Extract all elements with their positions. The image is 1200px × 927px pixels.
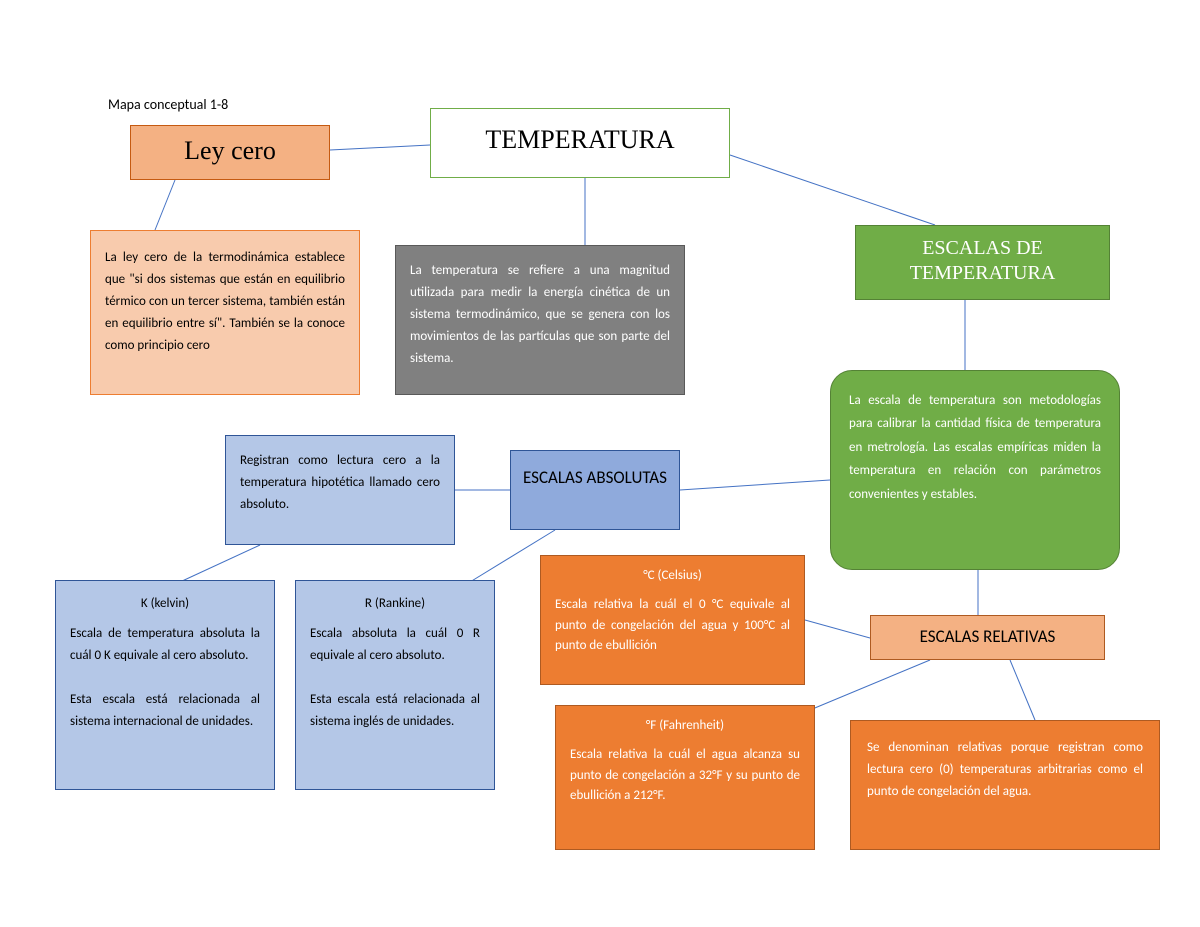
node-celsius: °C (Celsius) Escala relativa la cuál el 0… (540, 555, 805, 685)
node-rankine-label: Escala absoluta la cuál 0 R equivale al … (310, 623, 480, 733)
node-temperatura: TEMPERATURA (430, 108, 730, 178)
node-escalas_temp-label: ESCALAS DE TEMPERATURA (868, 236, 1097, 286)
node-ley_cero: Ley cero (130, 125, 330, 180)
node-temp_desc-label: La temperatura se refiere a una magnitud… (410, 260, 670, 370)
node-escalas_desc-label: La escala de temperatura son metodología… (849, 389, 1101, 506)
node-abs_desc: Registran como lectura cero a la tempera… (225, 435, 455, 545)
node-rankine: R (Rankine) Escala absoluta la cuál 0 R e… (295, 580, 495, 790)
node-escalas_temp: ESCALAS DE TEMPERATURA (855, 225, 1110, 300)
node-escalas_abs-label: ESCALAS ABSOLUTAS (521, 467, 669, 489)
node-ley_cero-label: Ley cero (139, 136, 321, 166)
node-rel_desc: Se denominan relativas porque registran … (850, 720, 1160, 850)
node-rel_desc-label: Se denominan relativas porque registran … (867, 737, 1143, 803)
node-fahrenheit-label: Escala relativa la cuál el agua alcanza … (570, 745, 800, 807)
node-fahrenheit: °F (Fahrenheit) Escala relativa la cuál e… (555, 705, 815, 850)
node-kelvin-title: K (kelvin) (70, 593, 260, 615)
node-ley_cero_desc-label: La ley cero de la termodinámica establec… (105, 247, 345, 357)
node-escalas_rel-label: ESCALAS RELATIVAS (879, 626, 1096, 647)
node-celsius-title: °C (Celsius) (555, 566, 790, 587)
node-escalas_abs: ESCALAS ABSOLUTAS (510, 450, 680, 530)
node-rankine-title: R (Rankine) (310, 593, 480, 615)
node-temp_desc: La temperatura se refiere a una magnitud… (395, 245, 685, 395)
node-escalas_desc: La escala de temperatura son metodología… (830, 370, 1120, 570)
node-kelvin-label: Escala de temperatura absoluta la cuál 0… (70, 623, 260, 733)
node-escalas_rel: ESCALAS RELATIVAS (870, 615, 1105, 660)
node-fahrenheit-title: °F (Fahrenheit) (570, 716, 800, 737)
header-text: Mapa conceptual 1-8 (108, 96, 228, 113)
node-ley_cero_desc: La ley cero de la termodinámica establec… (90, 230, 360, 395)
node-kelvin: K (kelvin) Escala de temperatura absoluta… (55, 580, 275, 790)
node-abs_desc-label: Registran como lectura cero a la tempera… (240, 450, 440, 516)
node-celsius-label: Escala relativa la cuál el 0 °C equivale… (555, 595, 790, 657)
node-temperatura-label: TEMPERATURA (439, 125, 721, 155)
page-header: Mapa conceptual 1-8 (108, 96, 228, 113)
